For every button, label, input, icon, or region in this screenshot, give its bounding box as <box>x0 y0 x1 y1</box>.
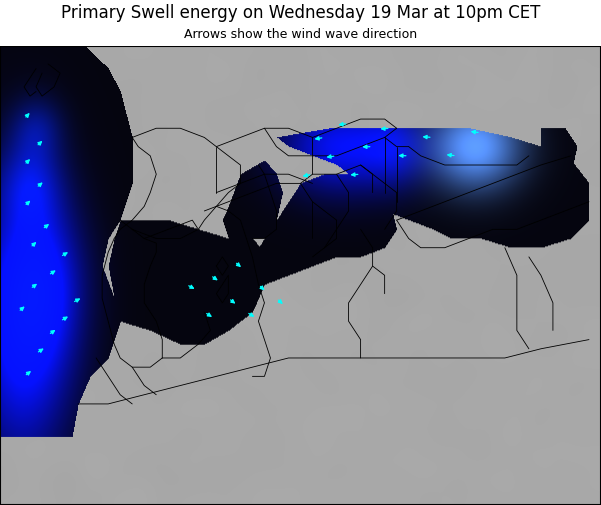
Text: Primary Swell energy on Wednesday 19 Mar at 10pm CET: Primary Swell energy on Wednesday 19 Mar… <box>61 4 540 22</box>
Text: Arrows show the wind wave direction: Arrows show the wind wave direction <box>184 28 417 41</box>
